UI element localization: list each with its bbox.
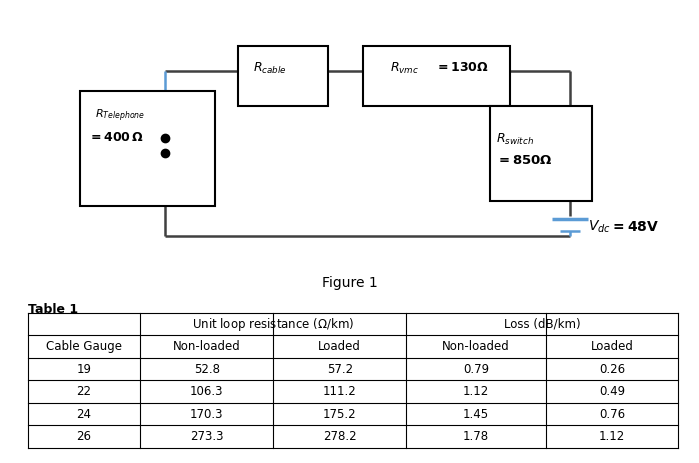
- Text: 170.3: 170.3: [190, 408, 224, 421]
- Text: 0.26: 0.26: [599, 363, 625, 376]
- Text: 52.8: 52.8: [194, 363, 220, 376]
- Text: Loaded: Loaded: [591, 340, 633, 353]
- Text: $V_{dc}$: $V_{dc}$: [588, 219, 611, 235]
- Text: 1.12: 1.12: [599, 430, 625, 443]
- Text: 278.2: 278.2: [323, 430, 356, 443]
- Text: 1.12: 1.12: [463, 385, 489, 398]
- Text: Loaded: Loaded: [318, 340, 361, 353]
- Bar: [363, 46, 510, 106]
- Text: 24: 24: [77, 408, 92, 421]
- Text: 111.2: 111.2: [323, 385, 356, 398]
- Text: 175.2: 175.2: [323, 408, 356, 421]
- Text: Figure 1: Figure 1: [322, 276, 378, 290]
- Text: $R_{vmc}$: $R_{vmc}$: [390, 61, 419, 75]
- Text: Non-loaded: Non-loaded: [442, 340, 510, 353]
- Text: 0.49: 0.49: [599, 385, 625, 398]
- Text: $\mathbf{=850\Omega}$: $\mathbf{=850\Omega}$: [496, 155, 553, 168]
- Text: 57.2: 57.2: [326, 363, 353, 376]
- Text: 1.78: 1.78: [463, 430, 489, 443]
- Text: 273.3: 273.3: [190, 430, 224, 443]
- Text: Cable Gauge: Cable Gauge: [46, 340, 122, 353]
- Text: Unit loop resistance ($\Omega$/km): Unit loop resistance ($\Omega$/km): [192, 316, 354, 333]
- Bar: [490, 106, 592, 201]
- Bar: [80, 91, 215, 206]
- Text: $R_{switch}$: $R_{switch}$: [496, 131, 534, 146]
- Text: $R_{cable}$: $R_{cable}$: [253, 61, 287, 75]
- Text: 26: 26: [77, 430, 92, 443]
- Text: Non-loaded: Non-loaded: [173, 340, 240, 353]
- Text: 0.79: 0.79: [463, 363, 489, 376]
- Text: 19: 19: [77, 363, 92, 376]
- Bar: [238, 46, 328, 106]
- Text: 22: 22: [77, 385, 92, 398]
- Text: 0.76: 0.76: [599, 408, 625, 421]
- Text: $\mathbf{=130\Omega}$: $\mathbf{=130\Omega}$: [435, 62, 489, 75]
- Text: Loss (dB/km): Loss (dB/km): [504, 318, 581, 331]
- Text: $\mathbf{=400\,\Omega}$: $\mathbf{=400\,\Omega}$: [88, 131, 144, 144]
- Text: Table 1: Table 1: [28, 303, 78, 316]
- Text: 1.45: 1.45: [463, 408, 489, 421]
- Text: 106.3: 106.3: [190, 385, 224, 398]
- Text: $\mathbf{=48V}$: $\mathbf{=48V}$: [610, 220, 659, 234]
- Text: $R_{Telephone}$: $R_{Telephone}$: [95, 108, 145, 124]
